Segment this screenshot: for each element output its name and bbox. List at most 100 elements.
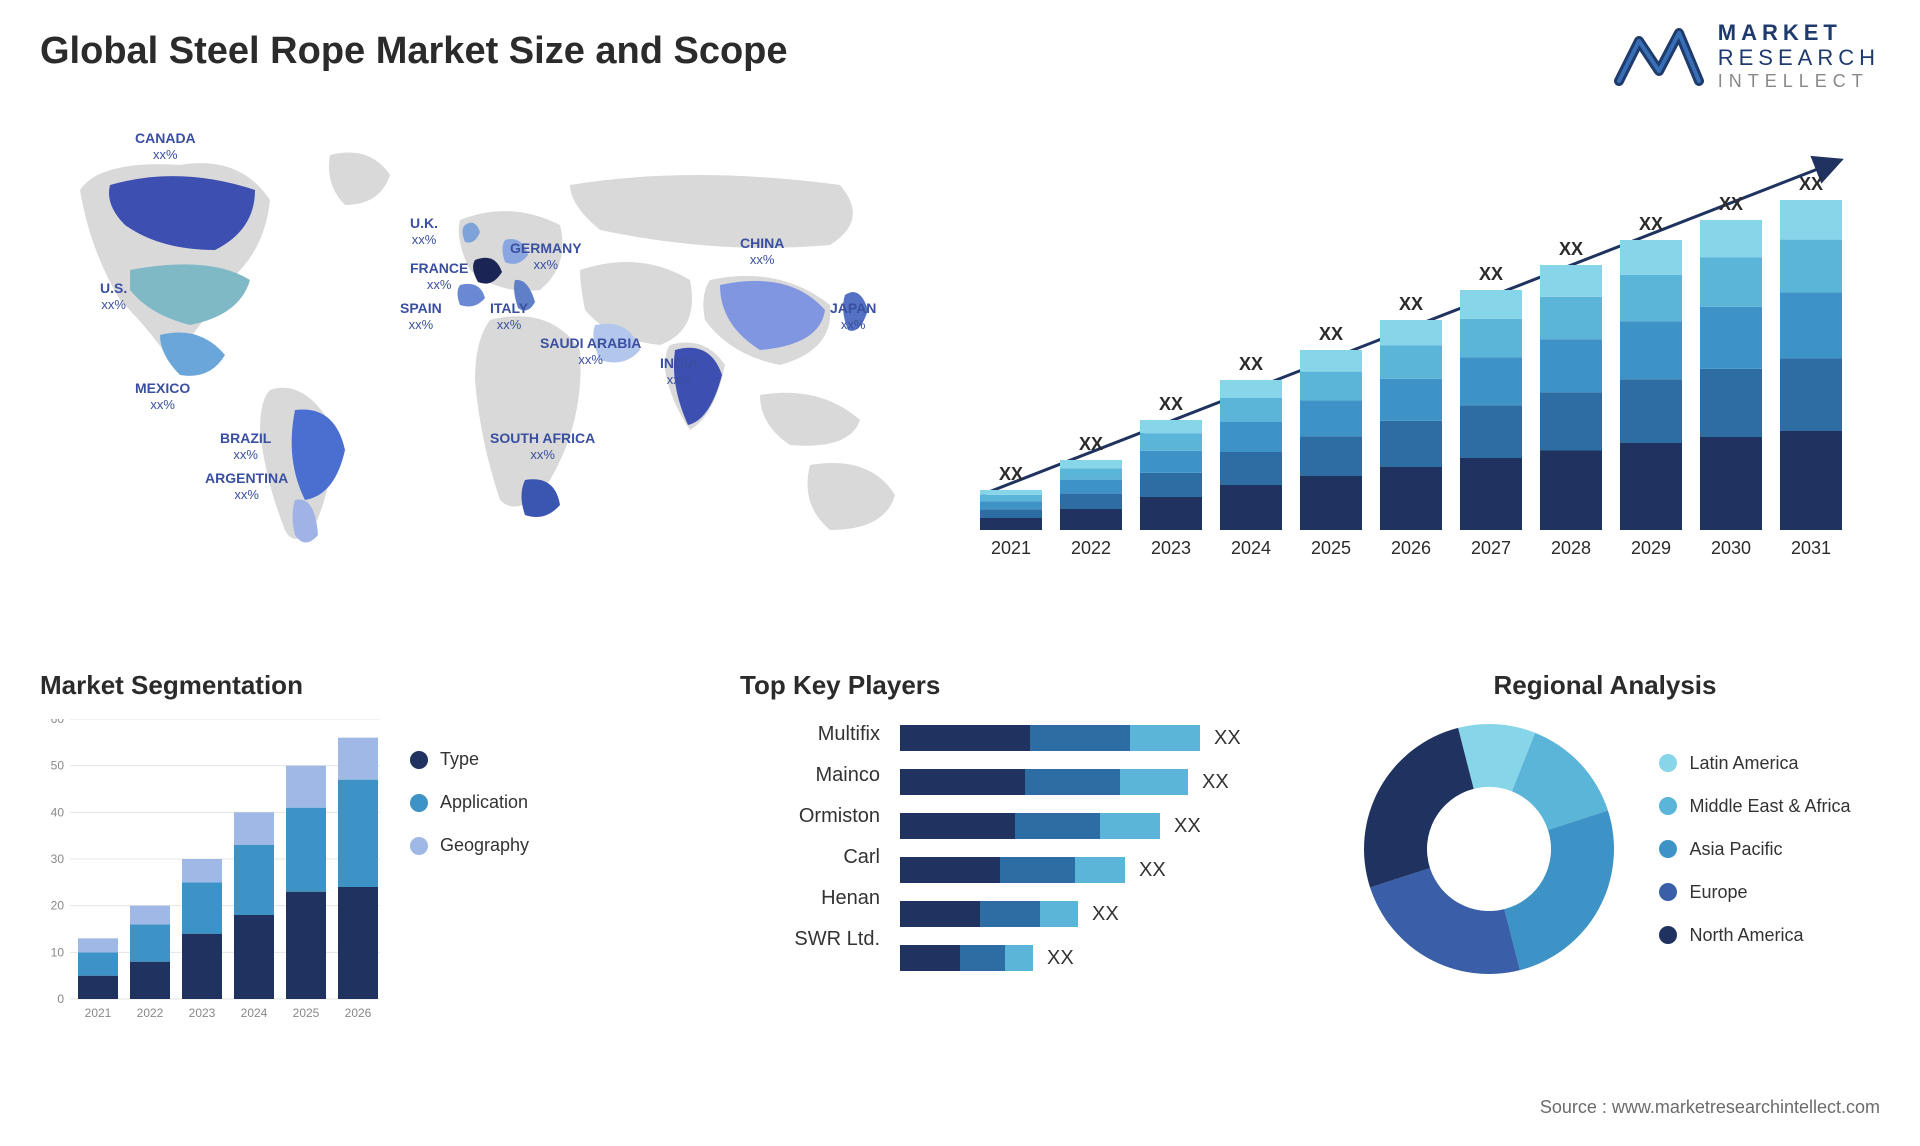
player-value: XX xyxy=(1202,771,1229,794)
legend-label: Type xyxy=(440,749,479,770)
svg-text:2023: 2023 xyxy=(189,1006,216,1020)
player-value: XX xyxy=(1092,903,1119,926)
svg-text:XX: XX xyxy=(1719,194,1743,214)
svg-text:XX: XX xyxy=(1399,294,1423,314)
player-bar-row: XX xyxy=(900,813,1241,839)
player-bar-segment xyxy=(900,901,980,927)
players-panel: Top Key Players Multifix Mainco Ormiston Ca… xyxy=(740,670,1280,1050)
svg-text:XX: XX xyxy=(1799,174,1823,194)
player-bar-segment xyxy=(1100,813,1160,839)
forecast-bar-chart: XX2021XX2022XX2023XX2024XX2025XX2026XX20… xyxy=(960,130,1880,560)
player-name: Henan xyxy=(740,887,880,910)
region-legend-item: North America xyxy=(1659,925,1850,946)
legend-swatch xyxy=(1659,926,1677,944)
player-name: Mainco xyxy=(740,764,880,787)
regional-donut xyxy=(1359,719,1619,979)
players-names: MultifixMaincoOrmistonCarlHenanSWR Ltd. xyxy=(740,719,880,971)
segmentation-panel: Market Segmentation 01020304050602021202… xyxy=(40,670,660,1050)
regional-title: Regional Analysis xyxy=(1330,670,1880,701)
svg-text:2031: 2031 xyxy=(1791,538,1831,558)
legend-swatch xyxy=(1659,797,1677,815)
map-label-japan: JAPANxx% xyxy=(830,300,876,332)
player-value: XX xyxy=(1214,727,1241,750)
source-attribution: Source : www.marketresearchintellect.com xyxy=(1540,1097,1880,1118)
legend-label: North America xyxy=(1689,925,1803,946)
players-title: Top Key Players xyxy=(740,670,1280,701)
svg-text:2024: 2024 xyxy=(241,1006,268,1020)
player-bar-segment xyxy=(1025,769,1120,795)
player-bar-segment xyxy=(1120,769,1188,795)
player-bar-segment xyxy=(960,945,1005,971)
svg-text:2029: 2029 xyxy=(1631,538,1671,558)
map-label-spain: SPAINxx% xyxy=(400,300,442,332)
legend-swatch xyxy=(1659,883,1677,901)
svg-text:XX: XX xyxy=(1559,239,1583,259)
svg-text:2025: 2025 xyxy=(1311,538,1351,558)
player-bar-segment xyxy=(1000,857,1075,883)
player-bar-segment xyxy=(900,769,1025,795)
player-bar-segment xyxy=(1075,857,1125,883)
map-label-argentina: ARGENTINAxx% xyxy=(205,470,288,502)
svg-text:XX: XX xyxy=(1239,354,1263,374)
world-map-panel: CANADAxx%U.S.xx%MEXICOxx%BRAZILxx%ARGENT… xyxy=(40,130,920,560)
svg-text:XX: XX xyxy=(999,464,1023,484)
svg-text:20: 20 xyxy=(51,899,65,913)
legend-label: Middle East & Africa xyxy=(1689,796,1850,817)
player-name: Carl xyxy=(740,846,880,869)
player-bar-segment xyxy=(1130,725,1200,751)
region-legend-item: Latin America xyxy=(1659,753,1850,774)
svg-text:2022: 2022 xyxy=(137,1006,164,1020)
svg-text:XX: XX xyxy=(1479,264,1503,284)
map-label-saudi-arabia: SAUDI ARABIAxx% xyxy=(540,335,641,367)
brand-logo: MARKET RESEARCH INTELLECT xyxy=(1614,20,1880,91)
player-bar-row: XX xyxy=(900,901,1241,927)
player-name: Multifix xyxy=(740,723,880,746)
player-bar xyxy=(900,725,1200,751)
legend-swatch xyxy=(1659,754,1677,772)
player-bar xyxy=(900,813,1160,839)
legend-swatch xyxy=(410,751,428,769)
svg-text:2028: 2028 xyxy=(1551,538,1591,558)
svg-text:2023: 2023 xyxy=(1151,538,1191,558)
player-bar xyxy=(900,769,1188,795)
page-title: Global Steel Rope Market Size and Scope xyxy=(40,30,788,73)
logo-line3: INTELLECT xyxy=(1718,71,1880,92)
logo-line1: MARKET xyxy=(1718,20,1880,45)
player-bar-segment xyxy=(900,857,1000,883)
player-bar-segment xyxy=(900,813,1015,839)
player-bar-row: XX xyxy=(900,857,1241,883)
svg-text:XX: XX xyxy=(1639,214,1663,234)
region-legend-item: Middle East & Africa xyxy=(1659,796,1850,817)
player-bar-segment xyxy=(1030,725,1130,751)
legend-swatch xyxy=(410,837,428,855)
player-bar-row: XX xyxy=(900,769,1241,795)
svg-text:60: 60 xyxy=(51,719,65,726)
map-label-india: INDIAxx% xyxy=(660,355,698,387)
map-label-germany: GERMANYxx% xyxy=(510,240,582,272)
player-bar-segment xyxy=(900,725,1030,751)
player-name: Ormiston xyxy=(740,805,880,828)
regional-panel: Regional Analysis Latin America Middle Ea… xyxy=(1330,670,1880,1050)
player-bar-row: XX xyxy=(900,725,1241,751)
seg-legend-type: Type xyxy=(410,749,529,770)
player-bar-segment xyxy=(1040,901,1078,927)
svg-text:0: 0 xyxy=(57,992,64,1006)
legend-label: Geography xyxy=(440,835,529,856)
map-label-canada: CANADAxx% xyxy=(135,130,196,162)
player-bar-row: XX xyxy=(900,945,1241,971)
legend-label: Europe xyxy=(1689,882,1747,903)
svg-text:40: 40 xyxy=(51,805,65,819)
svg-text:2027: 2027 xyxy=(1471,538,1511,558)
svg-text:2022: 2022 xyxy=(1071,538,1111,558)
svg-text:2026: 2026 xyxy=(345,1006,372,1020)
legend-label: Asia Pacific xyxy=(1689,839,1782,860)
svg-text:XX: XX xyxy=(1159,394,1183,414)
segmentation-title: Market Segmentation xyxy=(40,670,660,701)
player-bar xyxy=(900,857,1125,883)
seg-legend-application: Application xyxy=(410,792,529,813)
svg-text:2030: 2030 xyxy=(1711,538,1751,558)
player-bar-segment xyxy=(1005,945,1033,971)
player-value: XX xyxy=(1047,947,1074,970)
map-label-south-africa: SOUTH AFRICAxx% xyxy=(490,430,595,462)
svg-text:XX: XX xyxy=(1319,324,1343,344)
